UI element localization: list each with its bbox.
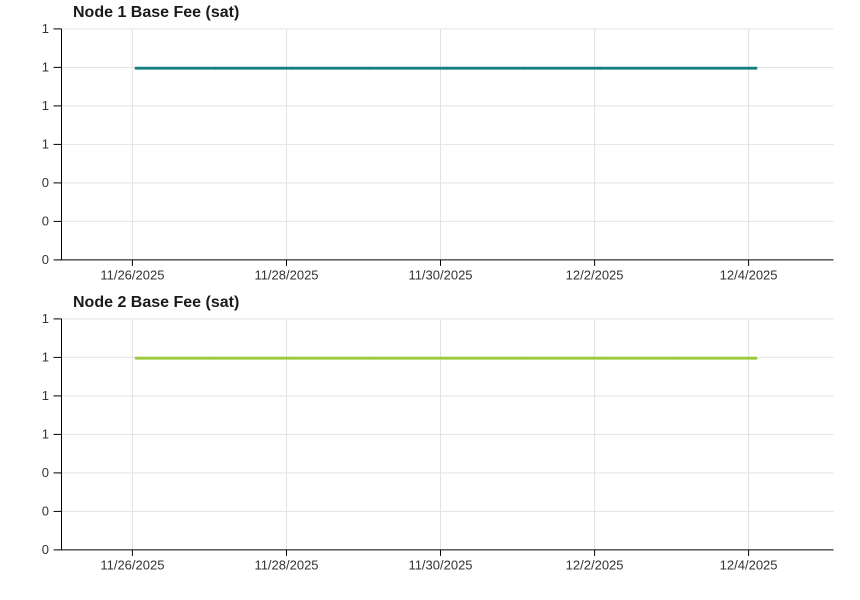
svg-text:12/4/2025: 12/4/2025 [720,557,778,572]
svg-text:0: 0 [42,542,49,557]
svg-text:1: 1 [42,59,49,74]
svg-text:11/28/2025: 11/28/2025 [254,267,318,282]
svg-text:1: 1 [42,388,49,403]
svg-text:0: 0 [42,252,49,267]
svg-text:12/2/2025: 12/2/2025 [566,267,624,282]
svg-text:1: 1 [42,136,49,151]
svg-text:12/4/2025: 12/4/2025 [720,267,778,282]
svg-text:0: 0 [42,465,49,480]
svg-text:11/30/2025: 11/30/2025 [408,267,472,282]
svg-text:1: 1 [42,426,49,441]
svg-text:12/2/2025: 12/2/2025 [566,557,624,572]
svg-text:11/26/2025: 11/26/2025 [100,267,164,282]
svg-text:1: 1 [42,98,49,113]
svg-text:1: 1 [42,311,49,326]
svg-text:0: 0 [42,213,49,228]
svg-text:1: 1 [42,349,49,364]
svg-text:0: 0 [42,503,49,518]
svg-text:1: 1 [42,21,49,36]
svg-text:11/30/2025: 11/30/2025 [408,557,472,572]
svg-text:0: 0 [42,175,49,190]
svg-text:11/28/2025: 11/28/2025 [254,557,318,572]
svg-text:11/26/2025: 11/26/2025 [100,557,164,572]
